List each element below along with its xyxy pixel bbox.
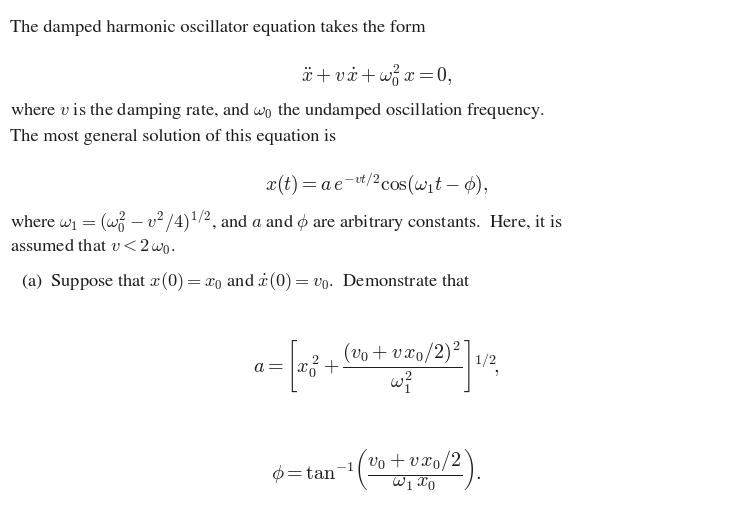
Text: The damped harmonic oscillator equation takes the form: The damped harmonic oscillator equation … [10, 20, 425, 36]
Text: (a)  Suppose that $x(0) = x_0$ and $\dot{x}(0) = v_0$.  Demonstrate that: (a) Suppose that $x(0) = x_0$ and $\dot{… [21, 270, 471, 293]
Text: $\phi = \tan^{-1}\!\left(\dfrac{v_0 + v\,x_0/2}{\omega_1\,x_0}\right).$: $\phi = \tan^{-1}\!\left(\dfrac{v_0 + v\… [271, 447, 482, 492]
Text: $a = \left[x_0^{\,2} + \dfrac{(v_0 + v\,x_0/2)^2}{\omega_1^2}\right]^{1/2}\!,$: $a = \left[x_0^{\,2} + \dfrac{(v_0 + v\,… [253, 338, 500, 395]
Text: The most general solution of this equation is: The most general solution of this equati… [10, 129, 336, 145]
Text: $\ddot{x} + v\,\dot{x} + \omega_0^2\,x = 0,$: $\ddot{x} + v\,\dot{x} + \omega_0^2\,x =… [300, 62, 453, 88]
Text: where $\omega_1 = (\omega_0^2 - v^2/4)^{1/2}$, and $a$ and $\phi$ are arbitrary : where $\omega_1 = (\omega_0^2 - v^2/4)^{… [10, 208, 562, 236]
Text: where $v$ is the damping rate, and $\omega_0$ the undamped oscillation frequency: where $v$ is the damping rate, and $\ome… [10, 100, 545, 121]
Text: assumed that $v < 2\,\omega_0$.: assumed that $v < 2\,\omega_0$. [10, 237, 175, 257]
Text: $x(t) = a\,e^{-vt/2}\cos(\omega_1 t - \phi),$: $x(t) = a\,e^{-vt/2}\cos(\omega_1 t - \p… [265, 171, 488, 197]
